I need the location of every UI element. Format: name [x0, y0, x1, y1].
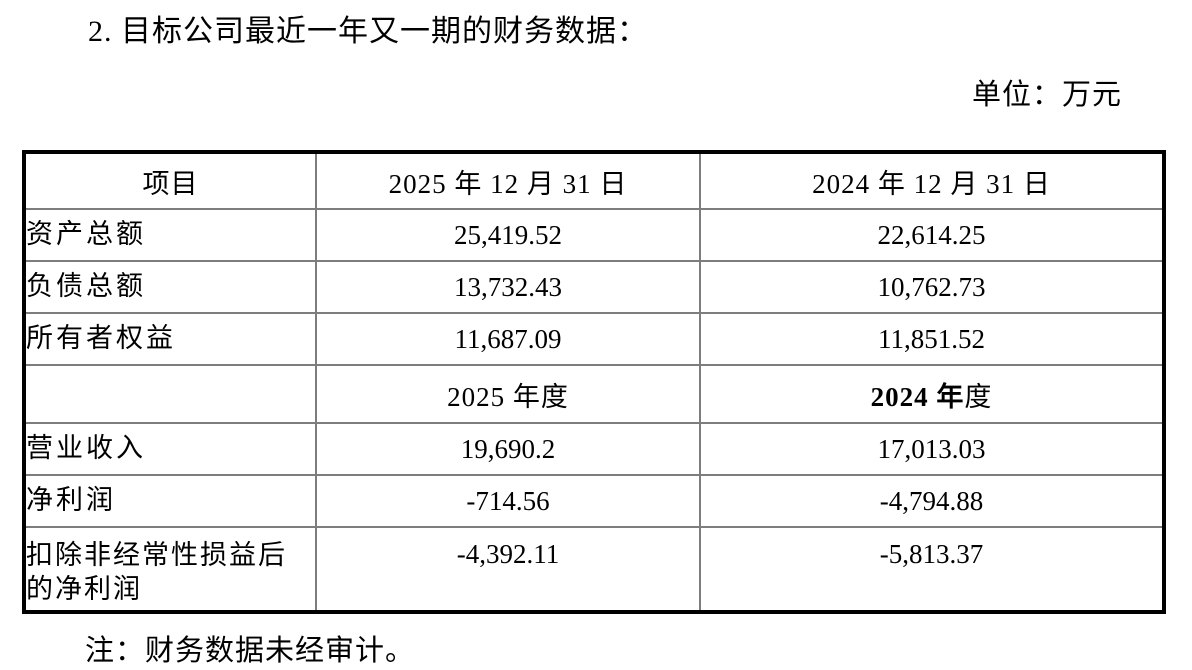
value-2024: 10,762.73	[699, 260, 1165, 314]
period-2024-normal-part: 度	[964, 381, 993, 412]
section-title: 2. 目标公司最近一年又一期的财务数据：	[88, 15, 648, 48]
column-header-2025-date: 2025 年 12 月 31 日	[315, 151, 701, 210]
value-2025: -714.56	[315, 474, 701, 528]
column-header-item: 项目	[23, 151, 317, 210]
value-2024: 22,614.25	[699, 208, 1165, 262]
value-2024: 17,013.03	[699, 422, 1165, 476]
value-2025: 25,419.52	[315, 208, 701, 262]
row-label: 所有者权益	[23, 312, 317, 366]
period-2024-bold-part: 2024 年	[870, 381, 965, 412]
period-header-2024: 2024 年度	[699, 364, 1165, 424]
table-subheader-row-periods: 2025 年度 2024 年度	[23, 364, 1165, 424]
table-row-net-profit-excluding-nonrecurring: 扣除非经常性损益后 的净利润 -4,392.11 -5,813.37	[23, 526, 1165, 613]
table-header-row: 项目 2025 年 12 月 31 日 2024 年 12 月 31 日	[23, 151, 1165, 210]
financial-data-table: 项目 2025 年 12 月 31 日 2024 年 12 月 31 日 资产总…	[22, 150, 1166, 614]
value-2024: -5,813.37	[699, 526, 1165, 613]
value-2024: -4,794.88	[699, 474, 1165, 528]
value-2025: -4,392.11	[315, 526, 701, 613]
table-row-operating-revenue: 营业收入 19,690.2 17,013.03	[23, 422, 1165, 476]
table-row-total-liabilities: 负债总额 13,732.43 10,762.73	[23, 260, 1165, 314]
period-empty-cell	[23, 364, 317, 424]
row-label: 负债总额	[23, 260, 317, 314]
table-row-total-assets: 资产总额 25,419.52 22,614.25	[23, 208, 1165, 262]
value-2024: 11,851.52	[699, 312, 1165, 366]
period-header-2025: 2025 年度	[315, 364, 701, 424]
column-header-2024-date: 2024 年 12 月 31 日	[699, 151, 1165, 210]
row-label: 净利润	[23, 474, 317, 528]
row-label: 资产总额	[23, 208, 317, 262]
value-2025: 13,732.43	[315, 260, 701, 314]
table-row-net-profit: 净利润 -714.56 -4,794.88	[23, 474, 1165, 528]
unit-label: 单位：万元	[971, 79, 1122, 111]
row-label: 营业收入	[23, 422, 317, 476]
table-row-owners-equity: 所有者权益 11,687.09 11,851.52	[23, 312, 1165, 366]
row-label: 扣除非经常性损益后 的净利润	[23, 526, 317, 613]
value-2025: 19,690.2	[315, 422, 701, 476]
value-2025: 11,687.09	[315, 312, 701, 366]
footnote: 注：财务数据未经审计。	[85, 635, 416, 667]
